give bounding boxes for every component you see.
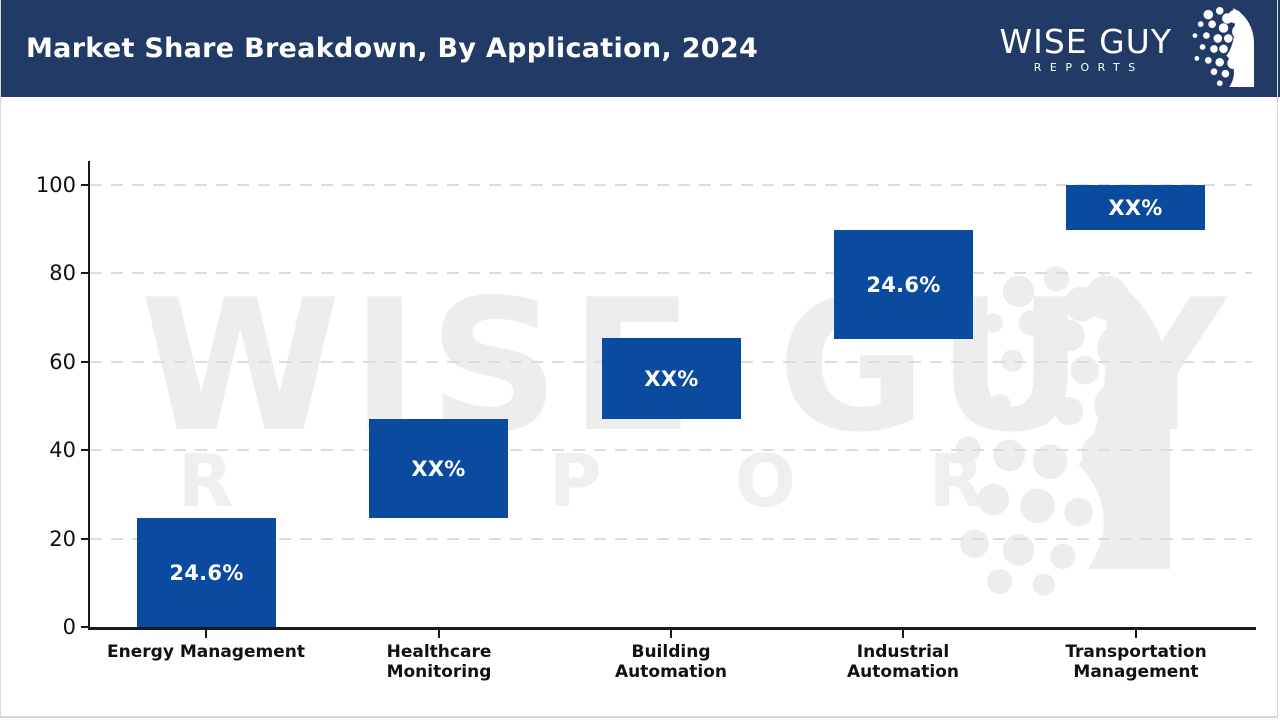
logo-wordmark: WISE GUY	[999, 21, 1172, 61]
x-category-label: Transportation Management	[1021, 642, 1251, 682]
x-category-label-line: Transportation	[1065, 642, 1207, 662]
y-tick-label: 0	[62, 615, 76, 639]
bar-industrial-automation: 24.6%	[834, 230, 973, 339]
x-tick-mark	[438, 630, 440, 638]
bar-transportation-management: XX%	[1066, 185, 1205, 230]
y-axis-line	[88, 161, 90, 629]
y-tick-label: 40	[49, 438, 76, 463]
x-category-label: Industrial Automation	[788, 642, 1018, 682]
bar-energy-management: 24.6%	[137, 518, 276, 627]
logo-text: WISE GUY REPORTS	[999, 25, 1172, 73]
y-tick-mark	[81, 626, 89, 628]
x-category-label: Healthcare Monitoring	[324, 642, 554, 682]
watermark-face-icon	[905, 192, 1170, 666]
bar-value-label: 24.6%	[866, 272, 941, 297]
page-title: Market Share Breakdown, By Application, …	[26, 33, 759, 64]
x-category-label-line: Healthcare	[386, 642, 492, 662]
x-tick-mark	[205, 630, 207, 638]
x-category-label-line: Building	[631, 642, 711, 662]
x-tick-mark	[670, 630, 672, 638]
y-tick-mark	[81, 184, 89, 186]
y-tick-label: 100	[35, 173, 76, 197]
bar-building-automation: XX%	[602, 338, 741, 419]
y-gridline	[90, 272, 1252, 275]
x-category-label: Energy Management	[91, 642, 321, 662]
bar-healthcare-monitoring: XX%	[369, 419, 508, 518]
bar-value-label: XX%	[644, 366, 699, 391]
x-category-label: Building Automation	[556, 642, 786, 682]
x-tick-mark	[1135, 630, 1137, 638]
y-tick-mark	[81, 449, 89, 452]
x-category-label-line: Monitoring	[386, 662, 492, 682]
bar-value-label: XX%	[411, 456, 466, 481]
y-tick-mark	[81, 272, 89, 275]
y-tick-label: 60	[49, 349, 76, 374]
x-category-label-line: Industrial	[856, 642, 950, 662]
bar-value-label: XX%	[1108, 195, 1163, 220]
y-tick-label: 20	[49, 526, 76, 551]
logo-face-icon	[1174, 5, 1254, 93]
y-tick-mark	[81, 537, 89, 540]
chart-plot-area: WISE GUY R E P O R T S 02040608010024.6%…	[0, 97, 1280, 720]
logo-subtitle: REPORTS	[1033, 60, 1144, 74]
header-bar: Market Share Breakdown, By Application, …	[0, 0, 1280, 97]
wise-guy-logo: WISE GUY REPORTS	[999, 5, 1254, 93]
y-tick-mark	[81, 360, 89, 363]
y-gridline	[90, 449, 1252, 452]
y-tick-label: 80	[49, 261, 76, 286]
x-category-label-line: Automation	[847, 662, 959, 682]
y-gridline	[90, 184, 1252, 186]
x-category-label-line: Energy Management	[107, 642, 305, 662]
x-axis-line	[88, 627, 1256, 630]
x-category-label-line: Automation	[615, 662, 727, 682]
x-category-label-line: Management	[1073, 662, 1199, 682]
x-tick-mark	[902, 630, 904, 638]
bar-value-label: 24.6%	[169, 560, 244, 585]
y-gridline	[90, 537, 1252, 540]
